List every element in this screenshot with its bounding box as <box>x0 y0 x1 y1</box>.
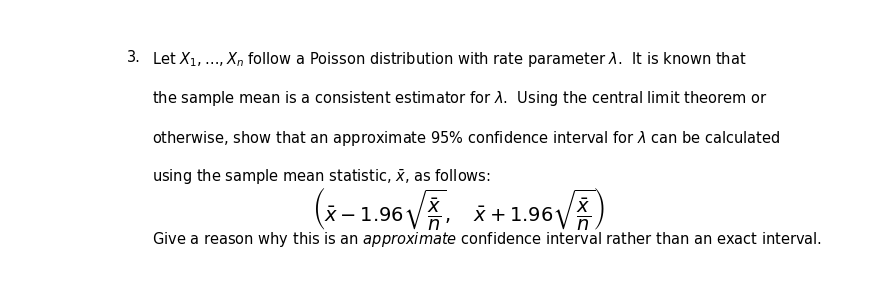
Text: Let $X_1,\ldots,X_n$ follow a Poisson distribution with rate parameter $\lambda$: Let $X_1,\ldots,X_n$ follow a Poisson di… <box>152 50 746 69</box>
Text: using the sample mean statistic, $\bar{x}$, as follows:: using the sample mean statistic, $\bar{x… <box>152 168 491 187</box>
Text: otherwise, show that an approximate 95% confidence interval for $\lambda$ can be: otherwise, show that an approximate 95% … <box>152 129 780 148</box>
Text: Give a reason why this is an $\mathit{approximate}$ confidence interval rather t: Give a reason why this is an $\mathit{ap… <box>152 230 822 249</box>
Text: Give a reason why this is an: Give a reason why this is an <box>0 288 1 289</box>
Text: $\left( \bar{x} - 1.96\sqrt{\dfrac{\bar{x}}{n}},\quad \bar{x} + 1.96\sqrt{\dfrac: $\left( \bar{x} - 1.96\sqrt{\dfrac{\bar{… <box>311 186 605 233</box>
Text: the sample mean is a consistent estimator for $\lambda$.  Using the central limi: the sample mean is a consistent estimato… <box>152 89 767 108</box>
Text: 3.: 3. <box>127 50 141 65</box>
